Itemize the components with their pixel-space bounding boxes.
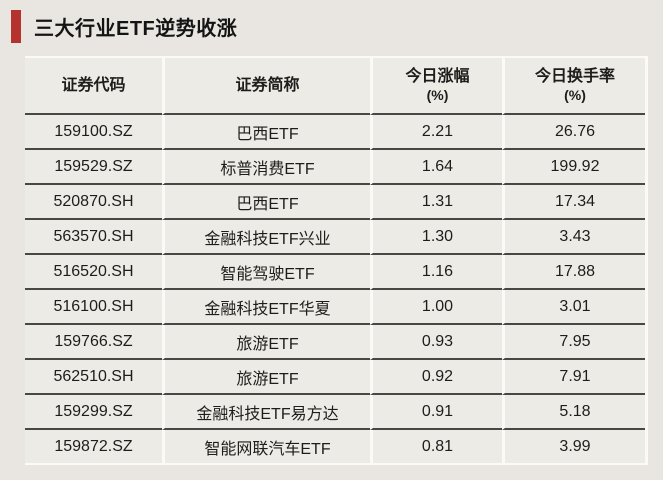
daily-change-cell: 0.91	[370, 395, 502, 430]
turnover-rate-cell: 3.99	[502, 430, 645, 465]
column-header-label: 今日换手率	[534, 68, 615, 85]
security-code-cell: 159299.SZ	[25, 395, 162, 430]
column-header-unit: (%)	[426, 87, 449, 103]
column-header-3: 今日涨幅 (%)	[370, 58, 502, 115]
daily-change-cell: 0.81	[370, 430, 502, 465]
security-name-cell: 金融科技ETF兴业	[162, 220, 370, 255]
table-row: 159299.SZ 金融科技ETF易方达 0.91 5.18	[25, 395, 645, 430]
column-header-unit: (%)	[564, 87, 586, 103]
security-code-cell: 520870.SH	[25, 185, 162, 220]
turnover-rate-cell: 7.95	[502, 325, 645, 360]
turnover-rate-cell: 7.91	[502, 360, 645, 395]
security-name-cell: 标普消费ETF	[162, 150, 370, 185]
column-header-2: 证券简称	[162, 58, 370, 115]
turnover-rate-cell: 5.18	[502, 395, 645, 430]
security-code-cell: 159766.SZ	[25, 325, 162, 360]
security-name-cell: 旅游ETF	[162, 325, 370, 360]
table-row: 516100.SH 金融科技ETF华夏 1.00 3.01	[25, 290, 645, 325]
table-row: 516520.SH 智能驾驶ETF 1.16 17.88	[25, 255, 645, 290]
table-row: 159766.SZ 旅游ETF 0.93 7.95	[25, 325, 645, 360]
security-code-cell: 563570.SH	[25, 220, 162, 255]
turnover-rate-cell: 17.34	[502, 185, 645, 220]
daily-change-cell: 1.64	[370, 150, 502, 185]
column-header-1: 证券代码	[25, 58, 162, 115]
security-code-cell: 159100.SZ	[25, 115, 162, 150]
table-header-row: 证券代码 证券简称 今日涨幅 (%) 今日换手率 (%)	[25, 58, 645, 115]
table-row: 159100.SZ 巴西ETF 2.21 26.76	[25, 115, 645, 150]
security-name-cell: 金融科技ETF易方达	[162, 395, 370, 430]
table-row: 159872.SZ 智能网联汽车ETF 0.81 3.99	[25, 430, 645, 465]
daily-change-cell: 2.21	[370, 115, 502, 150]
security-code-cell: 516100.SH	[25, 290, 162, 325]
column-header-4: 今日换手率 (%)	[502, 58, 645, 115]
turnover-rate-cell: 3.43	[502, 220, 645, 255]
security-name-cell: 智能网联汽车ETF	[162, 430, 370, 465]
daily-change-cell: 0.92	[370, 360, 502, 395]
turnover-rate-cell: 26.76	[502, 115, 645, 150]
daily-change-cell: 1.30	[370, 220, 502, 255]
security-code-cell: 159872.SZ	[25, 430, 162, 465]
daily-change-cell: 0.93	[370, 325, 502, 360]
daily-change-cell: 1.16	[370, 255, 502, 290]
article-title-block: 三大行业ETF逆势收涨	[0, 0, 663, 44]
security-code-cell: 159529.SZ	[25, 150, 162, 185]
security-name-cell: 巴西ETF	[162, 185, 370, 220]
security-name-cell: 旅游ETF	[162, 360, 370, 395]
security-code-cell: 516520.SH	[25, 255, 162, 290]
security-name-cell: 金融科技ETF华夏	[162, 290, 370, 325]
table-row: 562510.SH 旅游ETF 0.92 7.91	[25, 360, 645, 395]
column-header-label: 证券简称	[235, 76, 300, 94]
security-code-cell: 562510.SH	[25, 360, 162, 395]
page-title: 三大行业ETF逆势收涨	[34, 17, 238, 40]
column-header-label: 证券代码	[61, 76, 126, 94]
turnover-rate-cell: 17.88	[502, 255, 645, 290]
etf-table: 证券代码 证券简称 今日涨幅 (%) 今日换手率 (%) 159100.SZ 巴西ETF 2.…	[25, 56, 648, 465]
turnover-rate-cell: 3.01	[502, 290, 645, 325]
daily-change-cell: 1.31	[370, 185, 502, 220]
table-row: 159529.SZ 标普消费ETF 1.64 199.92	[25, 150, 645, 185]
column-header-label: 今日涨幅	[405, 68, 470, 85]
table-row: 520870.SH 巴西ETF 1.31 17.34	[25, 185, 645, 220]
daily-change-cell: 1.00	[370, 290, 502, 325]
title-accent-bar	[11, 9, 21, 43]
security-name-cell: 智能驾驶ETF	[162, 255, 370, 290]
security-name-cell: 巴西ETF	[162, 115, 370, 150]
turnover-rate-cell: 199.92	[502, 150, 645, 185]
table-row: 563570.SH 金融科技ETF兴业 1.30 3.43	[25, 220, 645, 255]
